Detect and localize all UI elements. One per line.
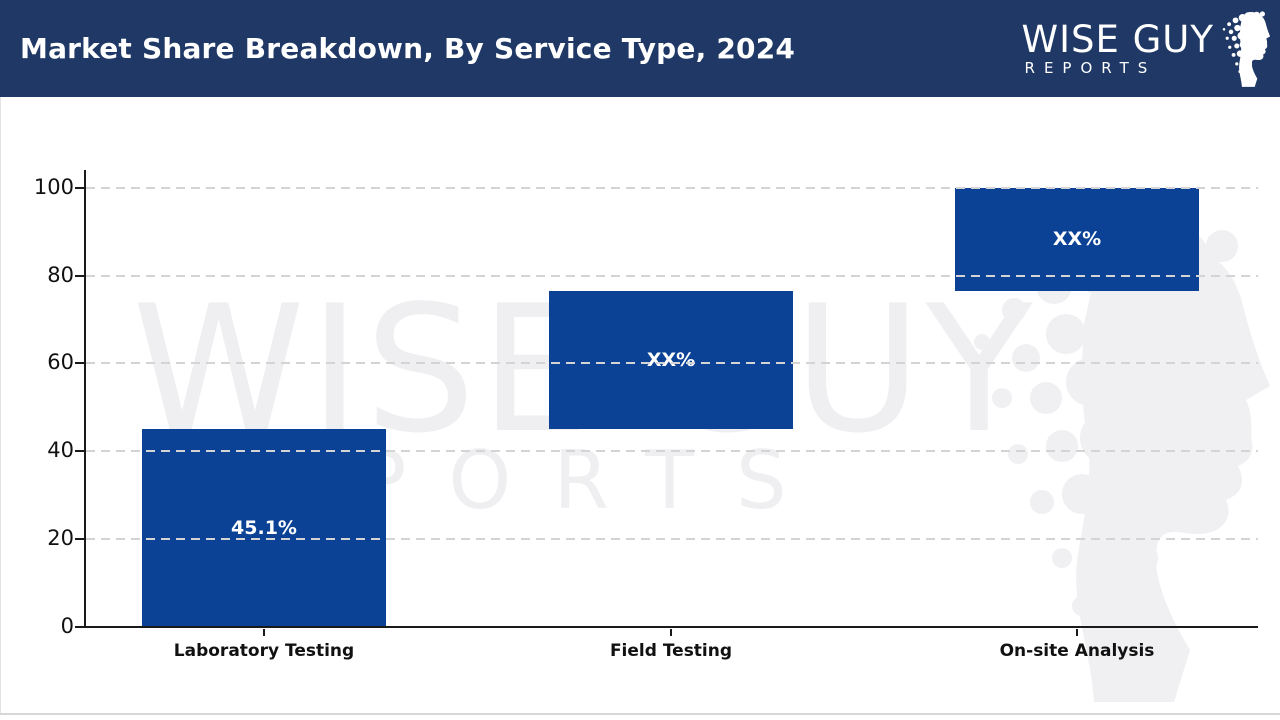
x-tick-mark-on-site-analysis	[1076, 629, 1078, 636]
x-category-label-on-site-analysis: On-site Analysis	[999, 641, 1155, 661]
y-tick-mark-20	[75, 538, 84, 541]
gridline-80	[86, 274, 1258, 277]
bar-laboratory-testing: 45.1%	[142, 428, 386, 627]
logo-text: WISE GUY REPORTS	[1022, 21, 1214, 76]
gridline-40	[86, 450, 1258, 453]
x-axis-line	[84, 626, 1258, 628]
y-tick-mark-60	[75, 362, 84, 365]
logo-wordmark: WISE GUY	[1021, 18, 1214, 61]
left-border-rule	[0, 97, 1, 714]
y-tick-label-20: 20	[47, 526, 74, 551]
gridline-60	[86, 362, 1258, 365]
x-category-label-laboratory-testing: Laboratory Testing	[173, 641, 355, 661]
plot-area: 0 20 40 60 80 100 45.1% XX% XX% Laboratory Testin…	[0, 97, 1280, 714]
y-tick-label-100: 100	[33, 174, 74, 199]
logo-subtitle: REPORTS	[1024, 59, 1157, 77]
wise-guy-reports-logo: WISE GUY REPORTS	[1022, 10, 1272, 87]
y-tick-mark-100	[75, 186, 84, 189]
y-tick-mark-40	[75, 450, 84, 453]
gridline-100	[86, 186, 1258, 189]
header-bar: Market Share Breakdown, By Service Type,…	[0, 0, 1280, 97]
x-tick-mark-laboratory-testing	[263, 629, 265, 636]
y-tick-mark-80	[75, 274, 84, 277]
bar-value-label-on-site-analysis: XX%	[1052, 228, 1102, 251]
bar-field-testing: XX%	[549, 291, 793, 429]
y-tick-label-60: 60	[47, 350, 74, 375]
x-tick-mark-field-testing	[670, 629, 672, 636]
x-category-label-field-testing: Field Testing	[609, 641, 733, 661]
chart-title: Market Share Breakdown, By Service Type,…	[20, 32, 796, 65]
y-tick-label-80: 80	[47, 262, 74, 287]
bar-on-site-analysis: XX%	[955, 187, 1199, 291]
bar-value-label-field-testing: XX%	[646, 348, 696, 371]
gridline-20	[86, 538, 1258, 541]
y-tick-mark-0	[75, 626, 84, 628]
bar-value-label-laboratory-testing: 45.1%	[231, 516, 297, 539]
logo-head-icon	[1222, 11, 1271, 87]
y-tick-label-40: 40	[47, 438, 74, 463]
y-tick-label-0: 0	[60, 614, 74, 638]
y-axis-line	[84, 170, 86, 628]
bottom-border-rule	[0, 713, 1280, 715]
